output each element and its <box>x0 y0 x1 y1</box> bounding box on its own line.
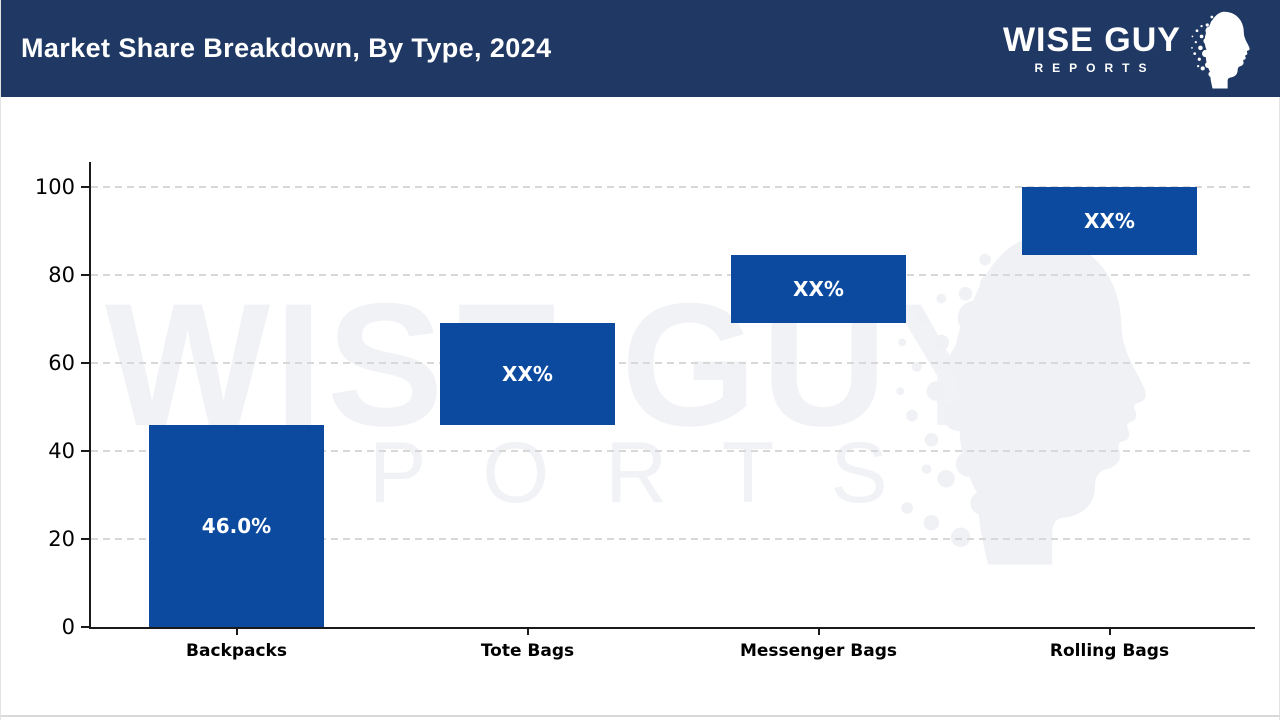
header-bar: Market Share Breakdown, By Type, 2024 WI… <box>1 0 1280 97</box>
y-axis-tick <box>81 626 89 628</box>
logo: WISE GUY REPORTS <box>1003 8 1267 90</box>
bar-messenger-bags: XX% <box>730 255 907 324</box>
watermark-face <box>896 237 1146 565</box>
y-tick-label: 20 <box>48 527 75 551</box>
footer-divider <box>1 715 1280 717</box>
x-axis-tick <box>817 629 820 635</box>
y-tick-label: 0 <box>61 615 75 639</box>
x-axis-tick <box>235 629 238 635</box>
logo-face-icon <box>1191 11 1250 89</box>
page-title: Market Share Breakdown, By Type, 2024 <box>21 33 552 63</box>
x-tick-label: Backpacks <box>186 641 287 661</box>
y-gridline <box>91 538 1255 540</box>
watermark-text-line2: PORTS <box>369 425 944 521</box>
y-gridline <box>91 274 1255 276</box>
plot-area: 0 20 40 60 80 100 46.0% XX% XX% XX% Backpacks Tote … <box>35 162 1255 661</box>
y-gridline <box>91 450 1255 452</box>
y-axis-tick <box>81 450 89 452</box>
x-axis-tick <box>526 629 529 635</box>
y-tick-label: 60 <box>48 351 75 375</box>
y-axis-tick <box>81 538 89 540</box>
x-axis-tick <box>1108 629 1111 635</box>
bar-backpacks: 46.0% <box>148 424 325 627</box>
bar-value-label: XX% <box>502 362 553 387</box>
bar-value-label: 46.0% <box>201 513 272 538</box>
y-axis-tick <box>81 362 89 364</box>
bar-rolling-bags: XX% <box>1021 187 1198 256</box>
y-gridline <box>91 186 1255 188</box>
y-tick-label: 80 <box>48 263 75 287</box>
y-gridline <box>91 362 1255 364</box>
y-tick-label: 40 <box>48 439 75 463</box>
logo-reports-label: REPORTS <box>1034 61 1156 75</box>
y-axis-tick <box>81 274 89 276</box>
x-tick-label: Rolling Bags <box>1049 641 1170 661</box>
x-tick-label: Messenger Bags <box>739 641 898 661</box>
x-tick-label: Tote Bags <box>480 641 575 661</box>
y-tick-label: 100 <box>34 175 75 199</box>
watermark-face-profile <box>954 237 1146 565</box>
bar-tote-bags: XX% <box>439 323 616 425</box>
logo-face-profile <box>1204 11 1250 89</box>
y-axis-tick <box>81 186 89 188</box>
logo-wordmark: WISE GUY <box>1002 21 1181 59</box>
logo-text: WISE GUY REPORTS <box>1003 23 1181 75</box>
bar-value-label: XX% <box>1084 209 1135 234</box>
bar-value-label: XX% <box>793 277 844 302</box>
